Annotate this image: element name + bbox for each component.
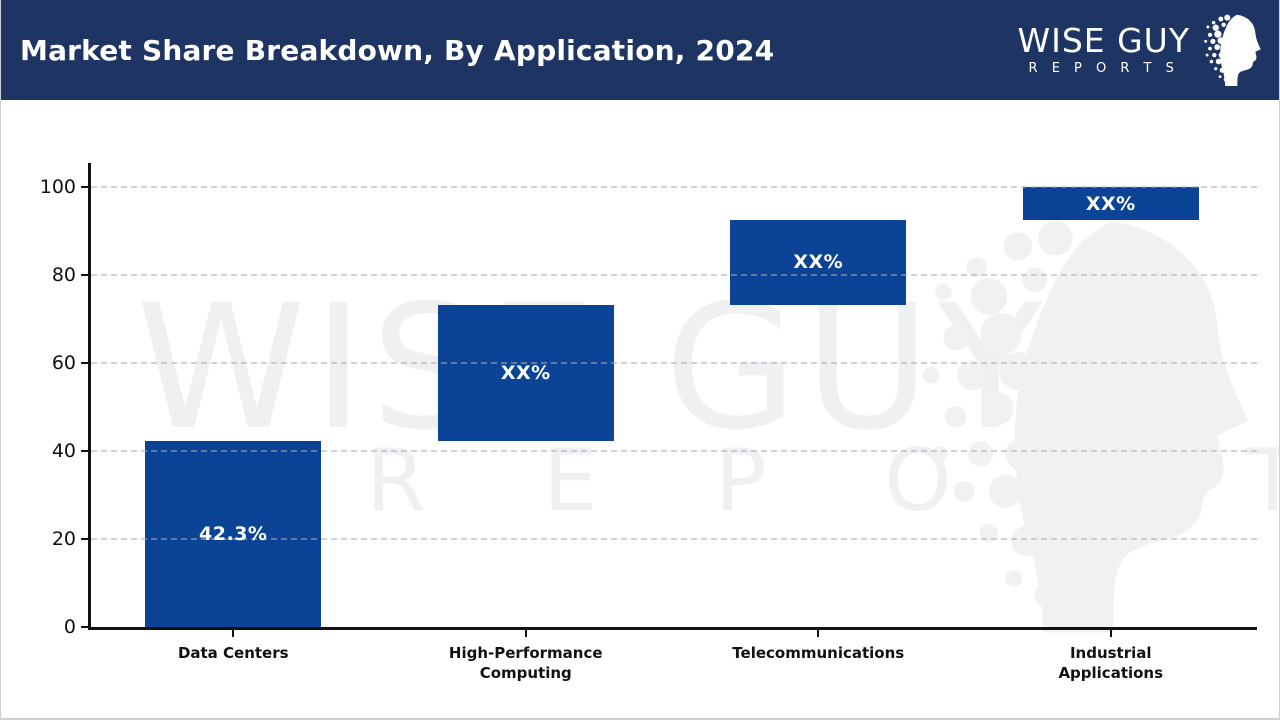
- chart: WISE GUY R E P O R T S 02040608010042.3%…: [0, 100, 1280, 720]
- y-tick: [81, 186, 88, 188]
- logo-text: WISE GUY R E P O R T S: [1017, 20, 1190, 77]
- plot-area: 0 20 40 60 80 100 42.3% Data Centers XX% High-Per…: [0, 100, 1280, 720]
- logo-face-icon: [1192, 10, 1264, 90]
- logo-wiseguy-text: WISE GUY: [1017, 20, 1190, 60]
- gridline: [91, 450, 1257, 452]
- y-tick-label: 80: [51, 264, 76, 286]
- y-tick: [81, 450, 88, 452]
- gridline: [91, 538, 1257, 540]
- bar-data-centers: 42.3%: [145, 440, 322, 627]
- header: Market Share Breakdown, By Application, …: [0, 0, 1280, 100]
- bar-value-label: XX%: [793, 251, 844, 274]
- bar-value-label: XX%: [500, 361, 551, 384]
- bar-value-label: 42.3%: [199, 522, 268, 545]
- y-tick: [81, 362, 88, 364]
- x-axis-line: [88, 627, 1257, 630]
- x-category-label: Data Centers: [177, 644, 289, 662]
- y-tick-label: 0: [63, 616, 76, 638]
- x-category-label: Telecommunications: [732, 644, 905, 662]
- y-tick-label: 60: [51, 352, 76, 374]
- y-tick: [81, 538, 88, 540]
- x-category-label: High-Performance Computing: [448, 644, 603, 682]
- gridline: [91, 186, 1257, 188]
- gridline: [91, 274, 1257, 276]
- bar-telecommunications: XX%: [730, 220, 907, 305]
- logo-reports-text: R E P O R T S: [1028, 61, 1179, 77]
- y-tick-label: 40: [51, 440, 76, 462]
- logo: WISE GUY R E P O R T S: [1017, 10, 1264, 90]
- bar-industrial-applications: XX%: [1022, 187, 1199, 220]
- y-axis-spine: [88, 163, 91, 630]
- bar-high-performance-computing: XX%: [437, 304, 614, 441]
- page-title: Market Share Breakdown, By Application, …: [20, 33, 775, 67]
- y-tick-label: 100: [39, 176, 76, 198]
- x-tick: [1109, 630, 1112, 637]
- x-tick: [817, 630, 820, 637]
- gridline: [91, 362, 1257, 364]
- x-tick: [232, 630, 235, 637]
- bar-value-label: XX%: [1085, 192, 1136, 215]
- y-tick-label: 20: [51, 528, 76, 550]
- x-category-label: Industrial Applications: [1058, 644, 1164, 682]
- y-tick: [81, 626, 88, 628]
- x-tick: [524, 630, 527, 637]
- y-tick: [81, 274, 88, 276]
